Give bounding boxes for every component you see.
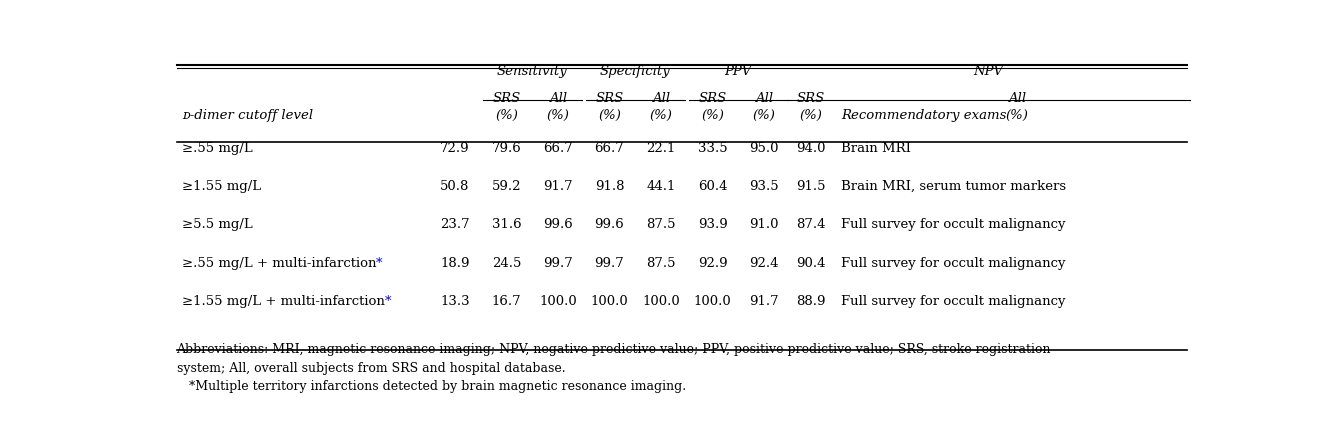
Text: SRS: SRS bbox=[698, 92, 726, 105]
Text: 92.9: 92.9 bbox=[698, 257, 728, 270]
Text: ≥1.55 mg/L + multi-infarction: ≥1.55 mg/L + multi-infarction bbox=[182, 295, 384, 308]
Text: All: All bbox=[755, 92, 773, 105]
Text: *: * bbox=[384, 295, 391, 308]
Text: 99.7: 99.7 bbox=[595, 257, 624, 270]
Text: 31.6: 31.6 bbox=[492, 219, 521, 232]
Text: Sensitivity: Sensitivity bbox=[497, 66, 568, 79]
Text: 100.0: 100.0 bbox=[539, 295, 577, 308]
Text: 87.5: 87.5 bbox=[646, 257, 676, 270]
Text: 22.1: 22.1 bbox=[646, 142, 676, 155]
Text: 91.0: 91.0 bbox=[749, 219, 779, 232]
Text: Brain MRI: Brain MRI bbox=[842, 142, 911, 155]
Text: 100.0: 100.0 bbox=[591, 295, 628, 308]
Text: 59.2: 59.2 bbox=[492, 180, 521, 193]
Text: system; All, overall subjects from SRS and hospital database.: system; All, overall subjects from SRS a… bbox=[177, 362, 565, 375]
Text: Full survey for occult malignancy: Full survey for occult malignancy bbox=[842, 295, 1065, 308]
Text: Specificity: Specificity bbox=[600, 66, 670, 79]
Text: 18.9: 18.9 bbox=[440, 257, 469, 270]
Text: SRS: SRS bbox=[797, 92, 825, 105]
Text: All: All bbox=[549, 92, 567, 105]
Text: 88.9: 88.9 bbox=[795, 295, 825, 308]
Text: 93.9: 93.9 bbox=[698, 219, 728, 232]
Text: 100.0: 100.0 bbox=[694, 295, 732, 308]
Text: (%): (%) bbox=[495, 109, 517, 122]
Text: 94.0: 94.0 bbox=[795, 142, 825, 155]
Text: 13.3: 13.3 bbox=[440, 295, 469, 308]
Text: 100.0: 100.0 bbox=[642, 295, 680, 308]
Text: 87.5: 87.5 bbox=[646, 219, 676, 232]
Text: 91.5: 91.5 bbox=[795, 180, 825, 193]
Text: SRS: SRS bbox=[492, 92, 520, 105]
Text: ≥1.55 mg/L: ≥1.55 mg/L bbox=[182, 180, 261, 193]
Text: 60.4: 60.4 bbox=[698, 180, 728, 193]
Text: 93.5: 93.5 bbox=[749, 180, 779, 193]
Text: 16.7: 16.7 bbox=[492, 295, 521, 308]
Text: 95.0: 95.0 bbox=[749, 142, 779, 155]
Text: 91.8: 91.8 bbox=[595, 180, 624, 193]
Text: 79.6: 79.6 bbox=[492, 142, 521, 155]
Text: All: All bbox=[652, 92, 670, 105]
Text: ≥5.5 mg/L: ≥5.5 mg/L bbox=[182, 219, 253, 232]
Text: 91.7: 91.7 bbox=[543, 180, 573, 193]
Text: 66.7: 66.7 bbox=[595, 142, 624, 155]
Text: 99.7: 99.7 bbox=[543, 257, 573, 270]
Text: 50.8: 50.8 bbox=[440, 180, 469, 193]
Text: 23.7: 23.7 bbox=[440, 219, 469, 232]
Text: (%): (%) bbox=[598, 109, 621, 122]
Text: Abbreviations: MRI, magnetic resonance imaging; NPV, negative predictive value; : Abbreviations: MRI, magnetic resonance i… bbox=[177, 343, 1051, 356]
Text: 33.5: 33.5 bbox=[698, 142, 728, 155]
Text: NPV: NPV bbox=[974, 66, 1003, 79]
Text: 92.4: 92.4 bbox=[749, 257, 779, 270]
Text: PPV: PPV bbox=[725, 66, 751, 79]
Text: 99.6: 99.6 bbox=[595, 219, 624, 232]
Text: 87.4: 87.4 bbox=[795, 219, 825, 232]
Text: Brain MRI, serum tumor markers: Brain MRI, serum tumor markers bbox=[842, 180, 1067, 193]
Text: 66.7: 66.7 bbox=[543, 142, 573, 155]
Text: (%): (%) bbox=[799, 109, 822, 122]
Text: Full survey for occult malignancy: Full survey for occult malignancy bbox=[842, 257, 1065, 270]
Text: (%): (%) bbox=[701, 109, 724, 122]
Text: ᴅ-dimer cutoff level: ᴅ-dimer cutoff level bbox=[182, 109, 313, 122]
Text: 99.6: 99.6 bbox=[543, 219, 573, 232]
Text: 91.7: 91.7 bbox=[749, 295, 779, 308]
Text: 44.1: 44.1 bbox=[646, 180, 676, 193]
Text: Full survey for occult malignancy: Full survey for occult malignancy bbox=[842, 219, 1065, 232]
Text: (%): (%) bbox=[547, 109, 569, 122]
Text: (%): (%) bbox=[753, 109, 775, 122]
Text: (%): (%) bbox=[649, 109, 673, 122]
Text: SRS: SRS bbox=[596, 92, 624, 105]
Text: ≥.55 mg/L + multi-infarction: ≥.55 mg/L + multi-infarction bbox=[182, 257, 376, 270]
Text: ≥.55 mg/L: ≥.55 mg/L bbox=[182, 142, 253, 155]
Text: *: * bbox=[376, 257, 383, 270]
Text: *Multiple territory infarctions detected by brain magnetic resonance imaging.: *Multiple territory infarctions detected… bbox=[177, 380, 686, 393]
Text: Recommendatory exams: Recommendatory exams bbox=[842, 109, 1007, 122]
Text: All: All bbox=[1008, 92, 1025, 105]
Text: 72.9: 72.9 bbox=[440, 142, 469, 155]
Text: 90.4: 90.4 bbox=[795, 257, 825, 270]
Text: (%): (%) bbox=[1005, 109, 1028, 122]
Text: 24.5: 24.5 bbox=[492, 257, 521, 270]
